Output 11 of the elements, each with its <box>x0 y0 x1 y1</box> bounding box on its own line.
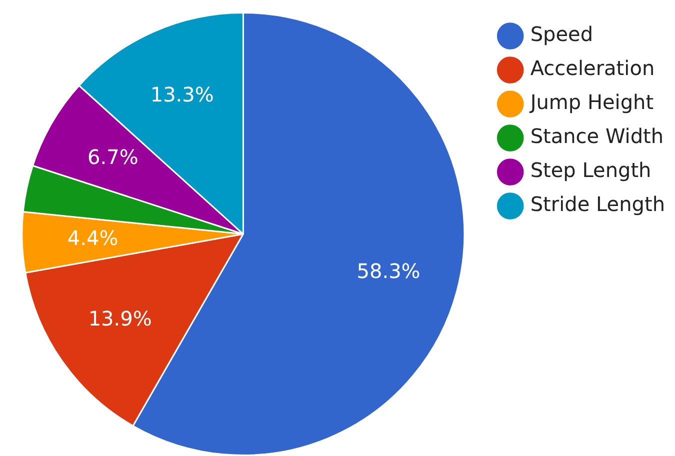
legend-label: Acceleration <box>530 56 655 80</box>
legend-label: Jump Height <box>528 90 654 114</box>
legend-label: Speed <box>530 22 594 46</box>
data-label: 13.3% <box>150 82 214 107</box>
data-label: 6.7% <box>88 144 138 169</box>
data-label: 4.4% <box>67 226 118 250</box>
legend-label: Step Length <box>530 158 652 182</box>
legend-label: Stride Length <box>530 192 666 216</box>
data-label: 58.3% <box>356 258 420 283</box>
legend-label: Stance Width <box>530 124 664 148</box>
data-label: 13.9% <box>88 306 152 331</box>
